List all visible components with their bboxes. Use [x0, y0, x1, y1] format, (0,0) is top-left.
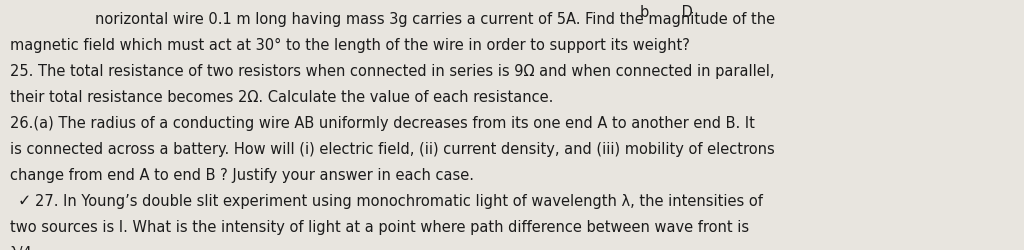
Text: 27. In Young’s double slit experiment using monochromatic light of wavelength λ,: 27. In Young’s double slit experiment us…	[35, 193, 763, 208]
Text: 25. The total resistance of two resistors when connected in series is 9Ω and whe: 25. The total resistance of two resistor…	[10, 64, 774, 79]
Text: norizontal wire 0.1 m long having mass 3g carries a current of 5A. Find the magn: norizontal wire 0.1 m long having mass 3…	[95, 12, 775, 27]
Text: 26.(a) The radius of a conducting wire AB uniformly decreases from its one end A: 26.(a) The radius of a conducting wire A…	[10, 116, 755, 130]
Text: ✓: ✓	[18, 193, 32, 208]
Text: b       D: b D	[640, 5, 693, 20]
Text: is connected across a battery. How will (i) electric field, (ii) current density: is connected across a battery. How will …	[10, 142, 775, 156]
Text: change from end A to end B ? Justify your answer in each case.: change from end A to end B ? Justify you…	[10, 167, 474, 182]
Text: their total resistance becomes 2Ω. Calculate the value of each resistance.: their total resistance becomes 2Ω. Calcu…	[10, 90, 553, 104]
Text: magnetic field which must act at 30° to the length of the wire in order to suppo: magnetic field which must act at 30° to …	[10, 38, 690, 53]
Text: two sources is I. What is the intensity of light at a point where path differenc: two sources is I. What is the intensity …	[10, 219, 750, 234]
Text: λ/4.: λ/4.	[10, 245, 38, 250]
